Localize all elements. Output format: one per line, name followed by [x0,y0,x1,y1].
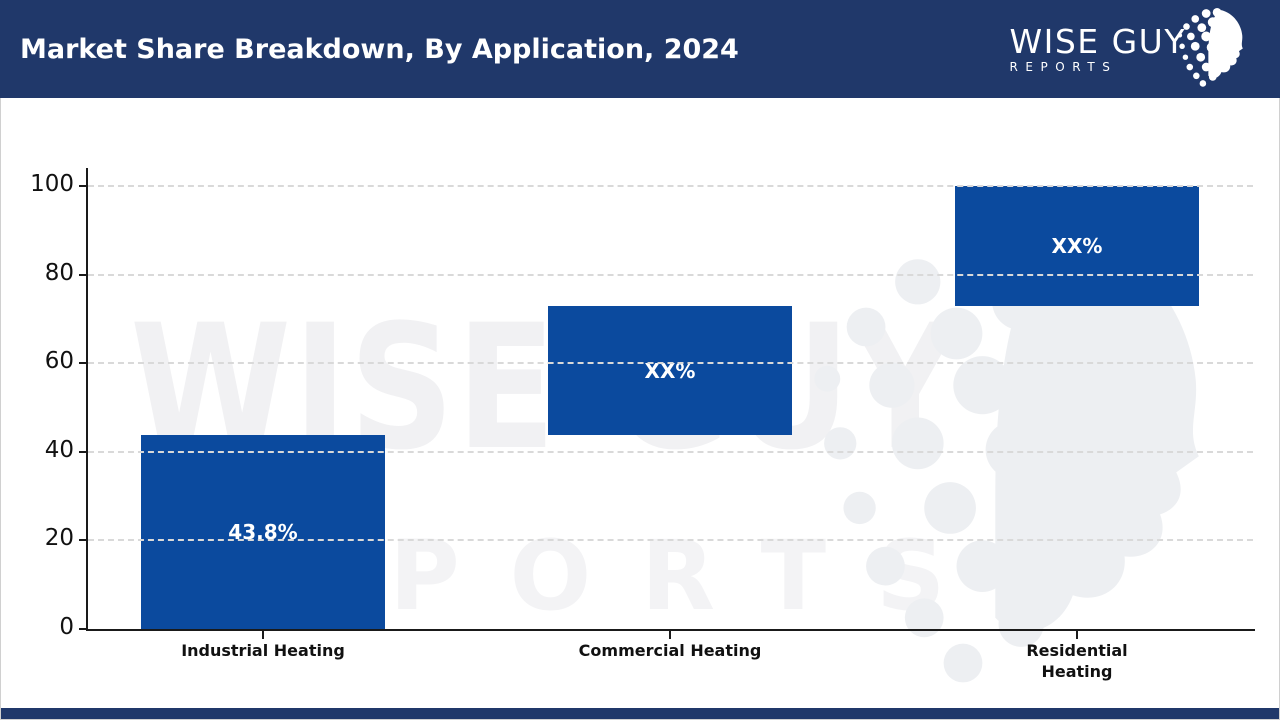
y-tick-mark [79,539,87,542]
x-tick-mark [1076,631,1078,639]
gridline [88,362,1253,365]
x-category-label: Residential Heating [1026,641,1128,681]
bar-segment: XX% [955,186,1199,307]
dotted-head-icon [1177,8,1243,87]
bar-segment: 43.8% [141,434,385,629]
y-tick-label: 80 [44,259,74,286]
y-tick-mark [79,628,87,630]
page-title: Market Share Breakdown, By Application, … [20,33,739,65]
y-tick-mark [79,185,87,187]
brand-logo: WISE GUY REPORTS [1009,8,1280,90]
y-tick-mark [79,273,87,276]
brand-logo-text: WISE GUY REPORTS [1009,21,1186,74]
gridline [88,450,1253,453]
bar-value-label: XX% [1051,234,1103,259]
brand-subname: REPORTS [1009,59,1118,74]
y-tick-label: 100 [30,171,74,197]
y-tick-label: 0 [59,614,74,640]
x-tick-mark [262,631,264,639]
y-tick-mark [79,362,87,365]
gridline [88,539,1253,542]
x-axis-line [86,629,1255,631]
y-tick-label: 20 [44,525,74,552]
gridline [88,185,1253,187]
y-tick-label: 60 [44,348,74,375]
x-category-label: Commercial Heating [578,641,762,660]
x-category-label: Industrial Heating [181,641,345,660]
x-tick-mark [669,631,671,639]
header-band: Market Share Breakdown, By Application, … [0,0,1280,98]
y-tick-mark [79,450,87,453]
footer-band [0,708,1280,720]
y-axis-line [86,168,88,631]
bar-segment: XX% [548,306,792,435]
gridline [88,273,1253,276]
y-tick-label: 40 [44,436,74,463]
brand-name: WISE GUY [1009,21,1186,61]
